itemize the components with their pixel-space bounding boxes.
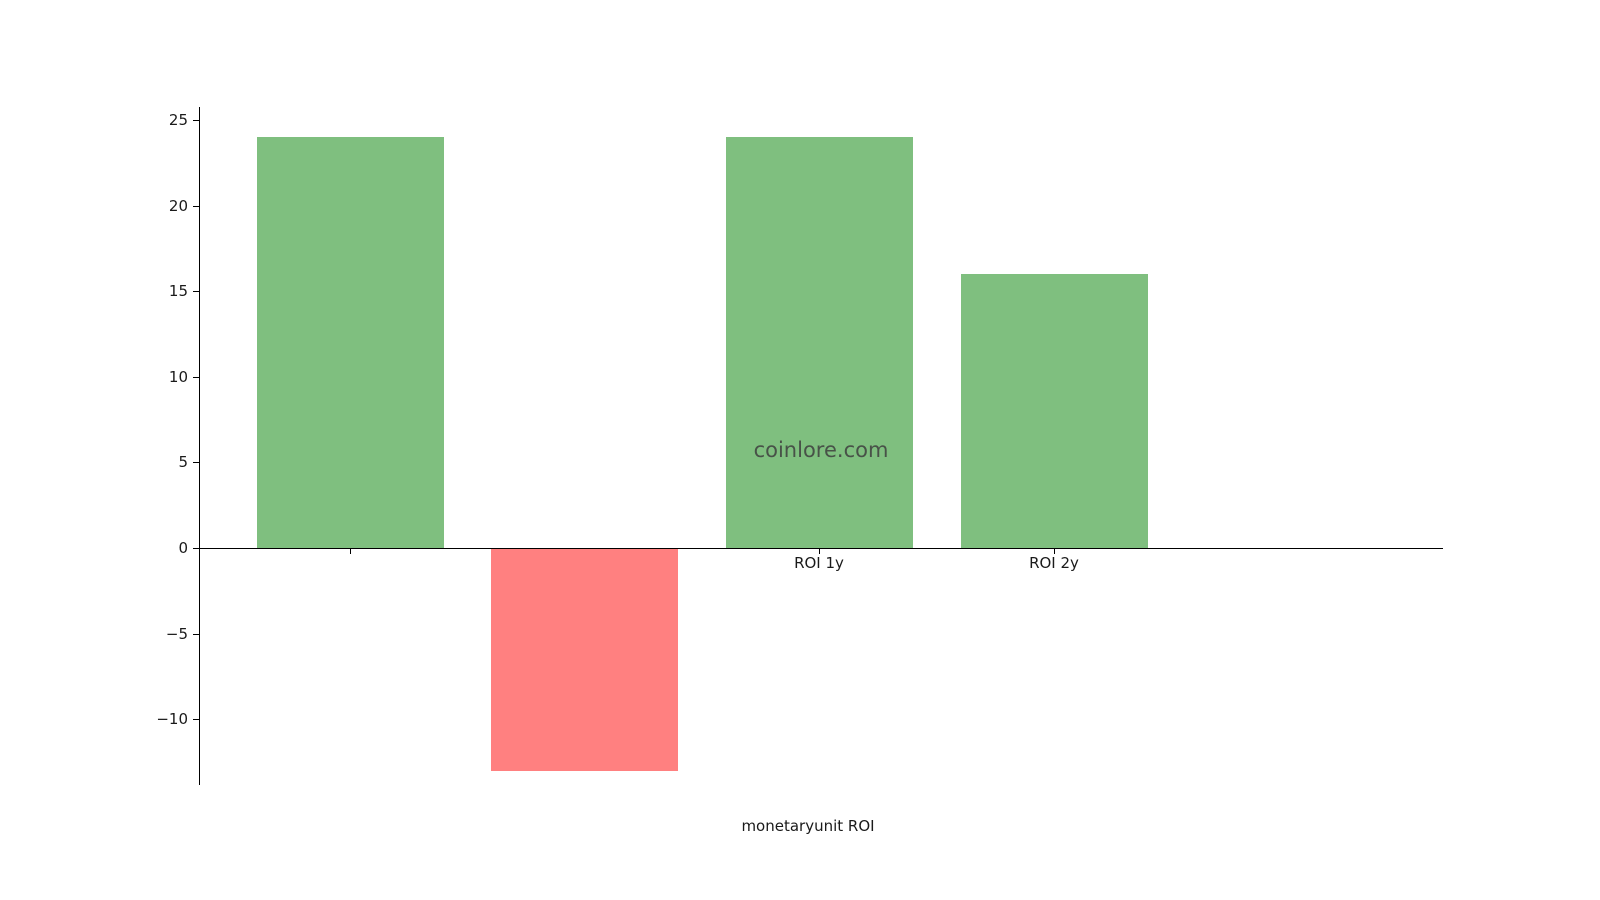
bar-roi-1y	[725, 137, 913, 548]
bar-roi-2y	[960, 274, 1148, 548]
y-tick-mark	[193, 548, 199, 549]
x-tick-label: ROI 2y	[1029, 554, 1079, 572]
y-tick-label: 25	[168, 111, 188, 129]
bar-unlabeled-1	[490, 548, 678, 771]
y-tick-mark	[193, 291, 199, 293]
x-tick-label: ROI 1y	[794, 554, 844, 572]
x-tick-mark	[1054, 548, 1055, 554]
y-tick-mark	[193, 719, 199, 721]
x-axis-title: monetaryunit ROI	[741, 817, 875, 835]
x-tick-mark	[819, 548, 820, 554]
y-axis-spine	[199, 107, 200, 785]
y-tick-label: 0	[178, 539, 188, 557]
y-tick-label: −5	[165, 624, 188, 643]
y-tick-label: 5	[178, 453, 188, 472]
bar-unlabeled-0	[256, 137, 444, 548]
x-axis-zero-line	[199, 548, 1443, 549]
x-tick-mark	[350, 548, 351, 554]
y-tick-mark	[193, 120, 199, 121]
y-tick-mark	[193, 205, 199, 207]
y-tick-label: 20	[168, 196, 188, 215]
y-tick-label: 15	[168, 282, 188, 301]
y-tick-mark	[193, 462, 199, 464]
watermark-text: coinlore.com	[753, 438, 889, 462]
y-tick-mark	[193, 633, 199, 635]
y-tick-label: −10	[156, 710, 188, 729]
y-tick-mark	[193, 376, 199, 378]
y-tick-label: 10	[168, 367, 188, 386]
